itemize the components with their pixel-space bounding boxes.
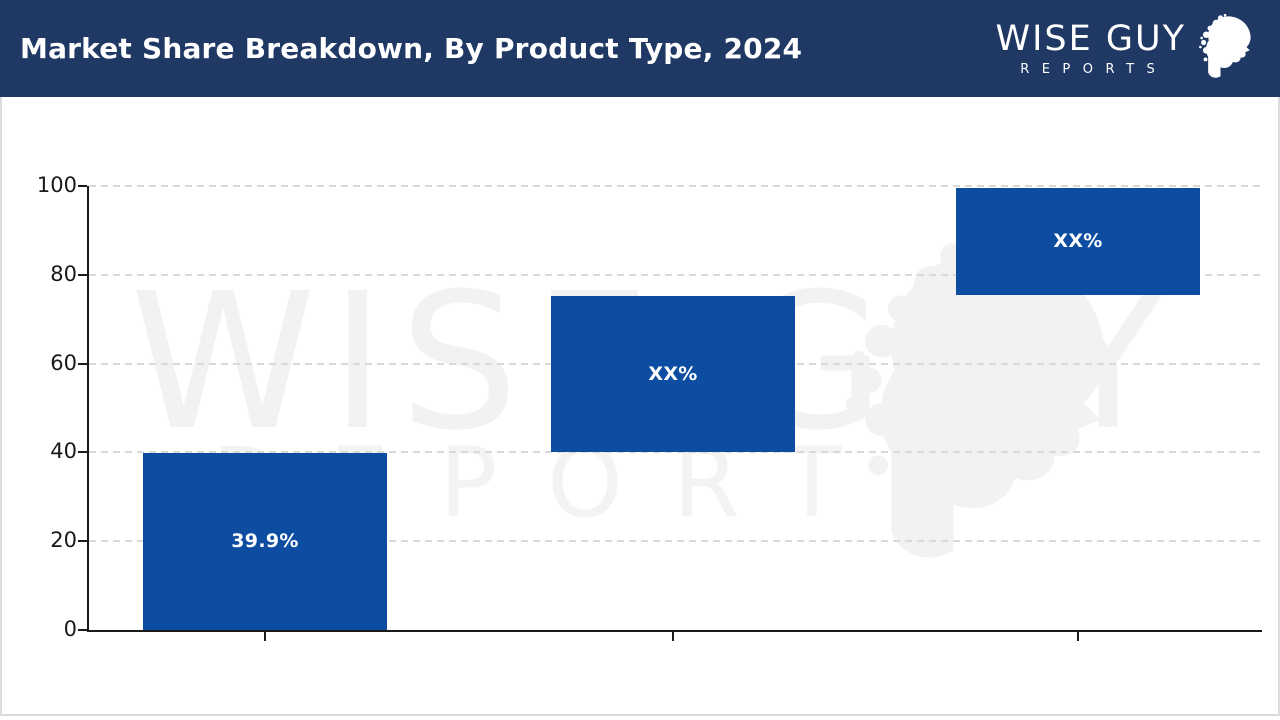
y-axis-tick [78,540,87,543]
y-axis-tick-label: 60 [50,350,77,375]
y-axis-tick-label: 100 [36,173,77,197]
y-axis-tick-label: 80 [50,261,77,286]
y-axis-line [87,186,89,632]
y-axis-tick [78,273,87,276]
y-gridline [89,540,1260,543]
y-axis-tick [78,185,87,187]
y-gridline [89,185,1260,187]
y-axis-tick-label: 40 [50,439,77,464]
bar-2: XX% [551,295,795,453]
brand-logo: WISE GUY REPORTS [995,7,1266,91]
y-gridline [89,451,1260,454]
y-axis-tick-label: 20 [50,528,77,553]
bar-3: XX% [956,187,1200,296]
x-axis-tick [672,632,674,641]
x-axis-line [87,630,1262,632]
y-gridline [89,273,1260,276]
x-axis-tick [1077,632,1079,641]
logo-head-icon [1199,13,1251,78]
header-bar: Market Share Breakdown, By Product Type,… [0,0,1280,97]
bar-value-label: XX% [648,363,698,386]
page-title: Market Share Breakdown, By Product Type,… [20,32,803,65]
bar-value-label: XX% [1053,230,1103,253]
y-axis-tick [78,362,87,365]
bar-1: 39.9% [143,452,387,630]
brand-subname: REPORTS [1020,61,1168,77]
bar-value-label: 39.9% [231,530,299,553]
y-axis-tick-label: 0 [63,617,77,641]
chart-card: WISE GUY REPORTS 02040608010039.9%Conven… [0,97,1280,716]
brand-logo-text: WISE GUY REPORTS [995,18,1186,77]
y-axis-tick [78,451,87,454]
brand-name: WISE GUY [995,18,1186,59]
x-axis-tick [264,632,266,641]
y-axis-tick [78,629,87,631]
